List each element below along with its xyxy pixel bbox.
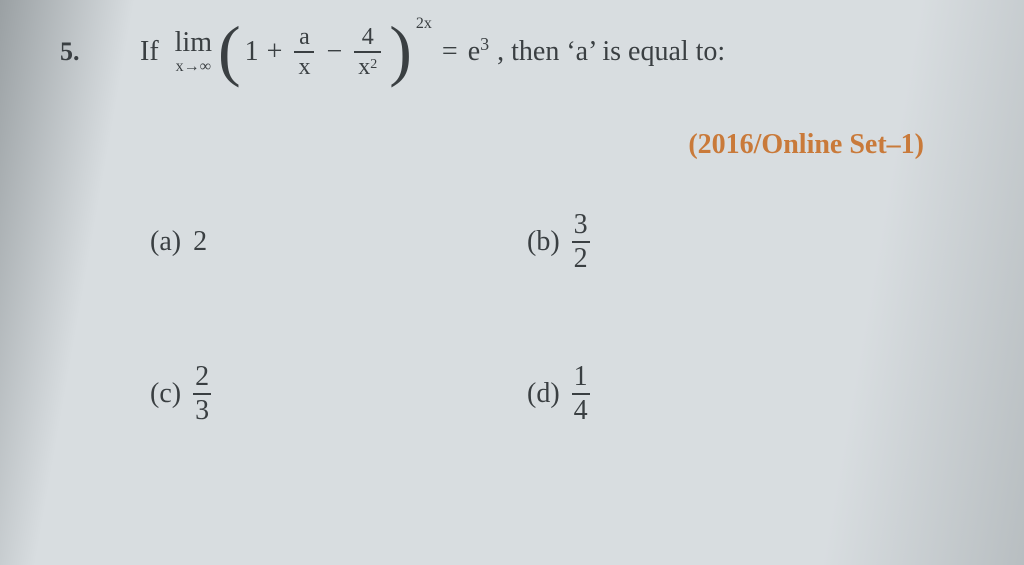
outer-exponent: 2x	[416, 15, 432, 33]
option-a-value: 2	[193, 226, 207, 258]
plus-sign: +	[267, 36, 283, 68]
option-c-den: 3	[195, 395, 209, 425]
limit-subscript: x→∞	[176, 59, 211, 75]
option-d-label: (d)	[527, 378, 560, 410]
frac2-den: x2	[354, 53, 381, 79]
frac1-num: a	[295, 25, 314, 51]
left-paren: (	[218, 23, 241, 77]
stem-prefix: If	[140, 36, 159, 68]
frac2-den-base: x	[358, 54, 370, 80]
option-d-frac: 1 4	[572, 363, 590, 425]
page-root: 5. If lim x→∞ ( 1 + a x − 4 x2	[0, 0, 1024, 565]
source-tag: (2016/Online Set–1)	[60, 129, 924, 161]
option-c-num: 2	[195, 363, 209, 393]
option-b-den: 2	[574, 243, 588, 273]
rhs-base: e	[468, 36, 480, 67]
option-d-num: 1	[574, 363, 588, 393]
option-d: (d) 1 4	[527, 363, 844, 425]
rhs: e3	[468, 36, 489, 68]
option-b: (b) 3 2	[527, 211, 844, 273]
equals-sign: =	[442, 36, 458, 68]
option-c-label: (c)	[150, 378, 181, 410]
fraction-a-over-x: a x	[294, 25, 314, 79]
limit-block: lim x→∞	[175, 29, 212, 75]
option-a-label: (a)	[150, 226, 181, 258]
question-stem: If lim x→∞ ( 1 + a x − 4 x2	[140, 25, 725, 79]
limit-label: lim	[175, 29, 212, 57]
options-grid: (a) 2 (b) 3 2 (c) 2 3 (d) 1 4	[60, 211, 964, 425]
rhs-exp: 3	[480, 34, 489, 54]
option-a: (a) 2	[150, 211, 467, 273]
frac1-den: x	[294, 53, 314, 79]
option-b-label: (b)	[527, 226, 560, 258]
term-one: 1	[245, 36, 259, 68]
option-d-den: 4	[574, 395, 588, 425]
stem-suffix: , then ‘a’ is equal to:	[497, 36, 725, 68]
option-b-num: 3	[574, 211, 588, 241]
frac2-den-exp: 2	[370, 57, 377, 72]
frac2-num: 4	[358, 25, 378, 51]
fraction-4-over-x2: 4 x2	[354, 25, 381, 79]
option-c: (c) 2 3	[150, 363, 467, 425]
question-number: 5.	[60, 37, 100, 67]
option-c-frac: 2 3	[193, 363, 211, 425]
right-paren: )	[389, 23, 412, 77]
question-row: 5. If lim x→∞ ( 1 + a x − 4 x2	[60, 25, 964, 79]
minus-sign: −	[326, 36, 342, 68]
option-b-frac: 3 2	[572, 211, 590, 273]
